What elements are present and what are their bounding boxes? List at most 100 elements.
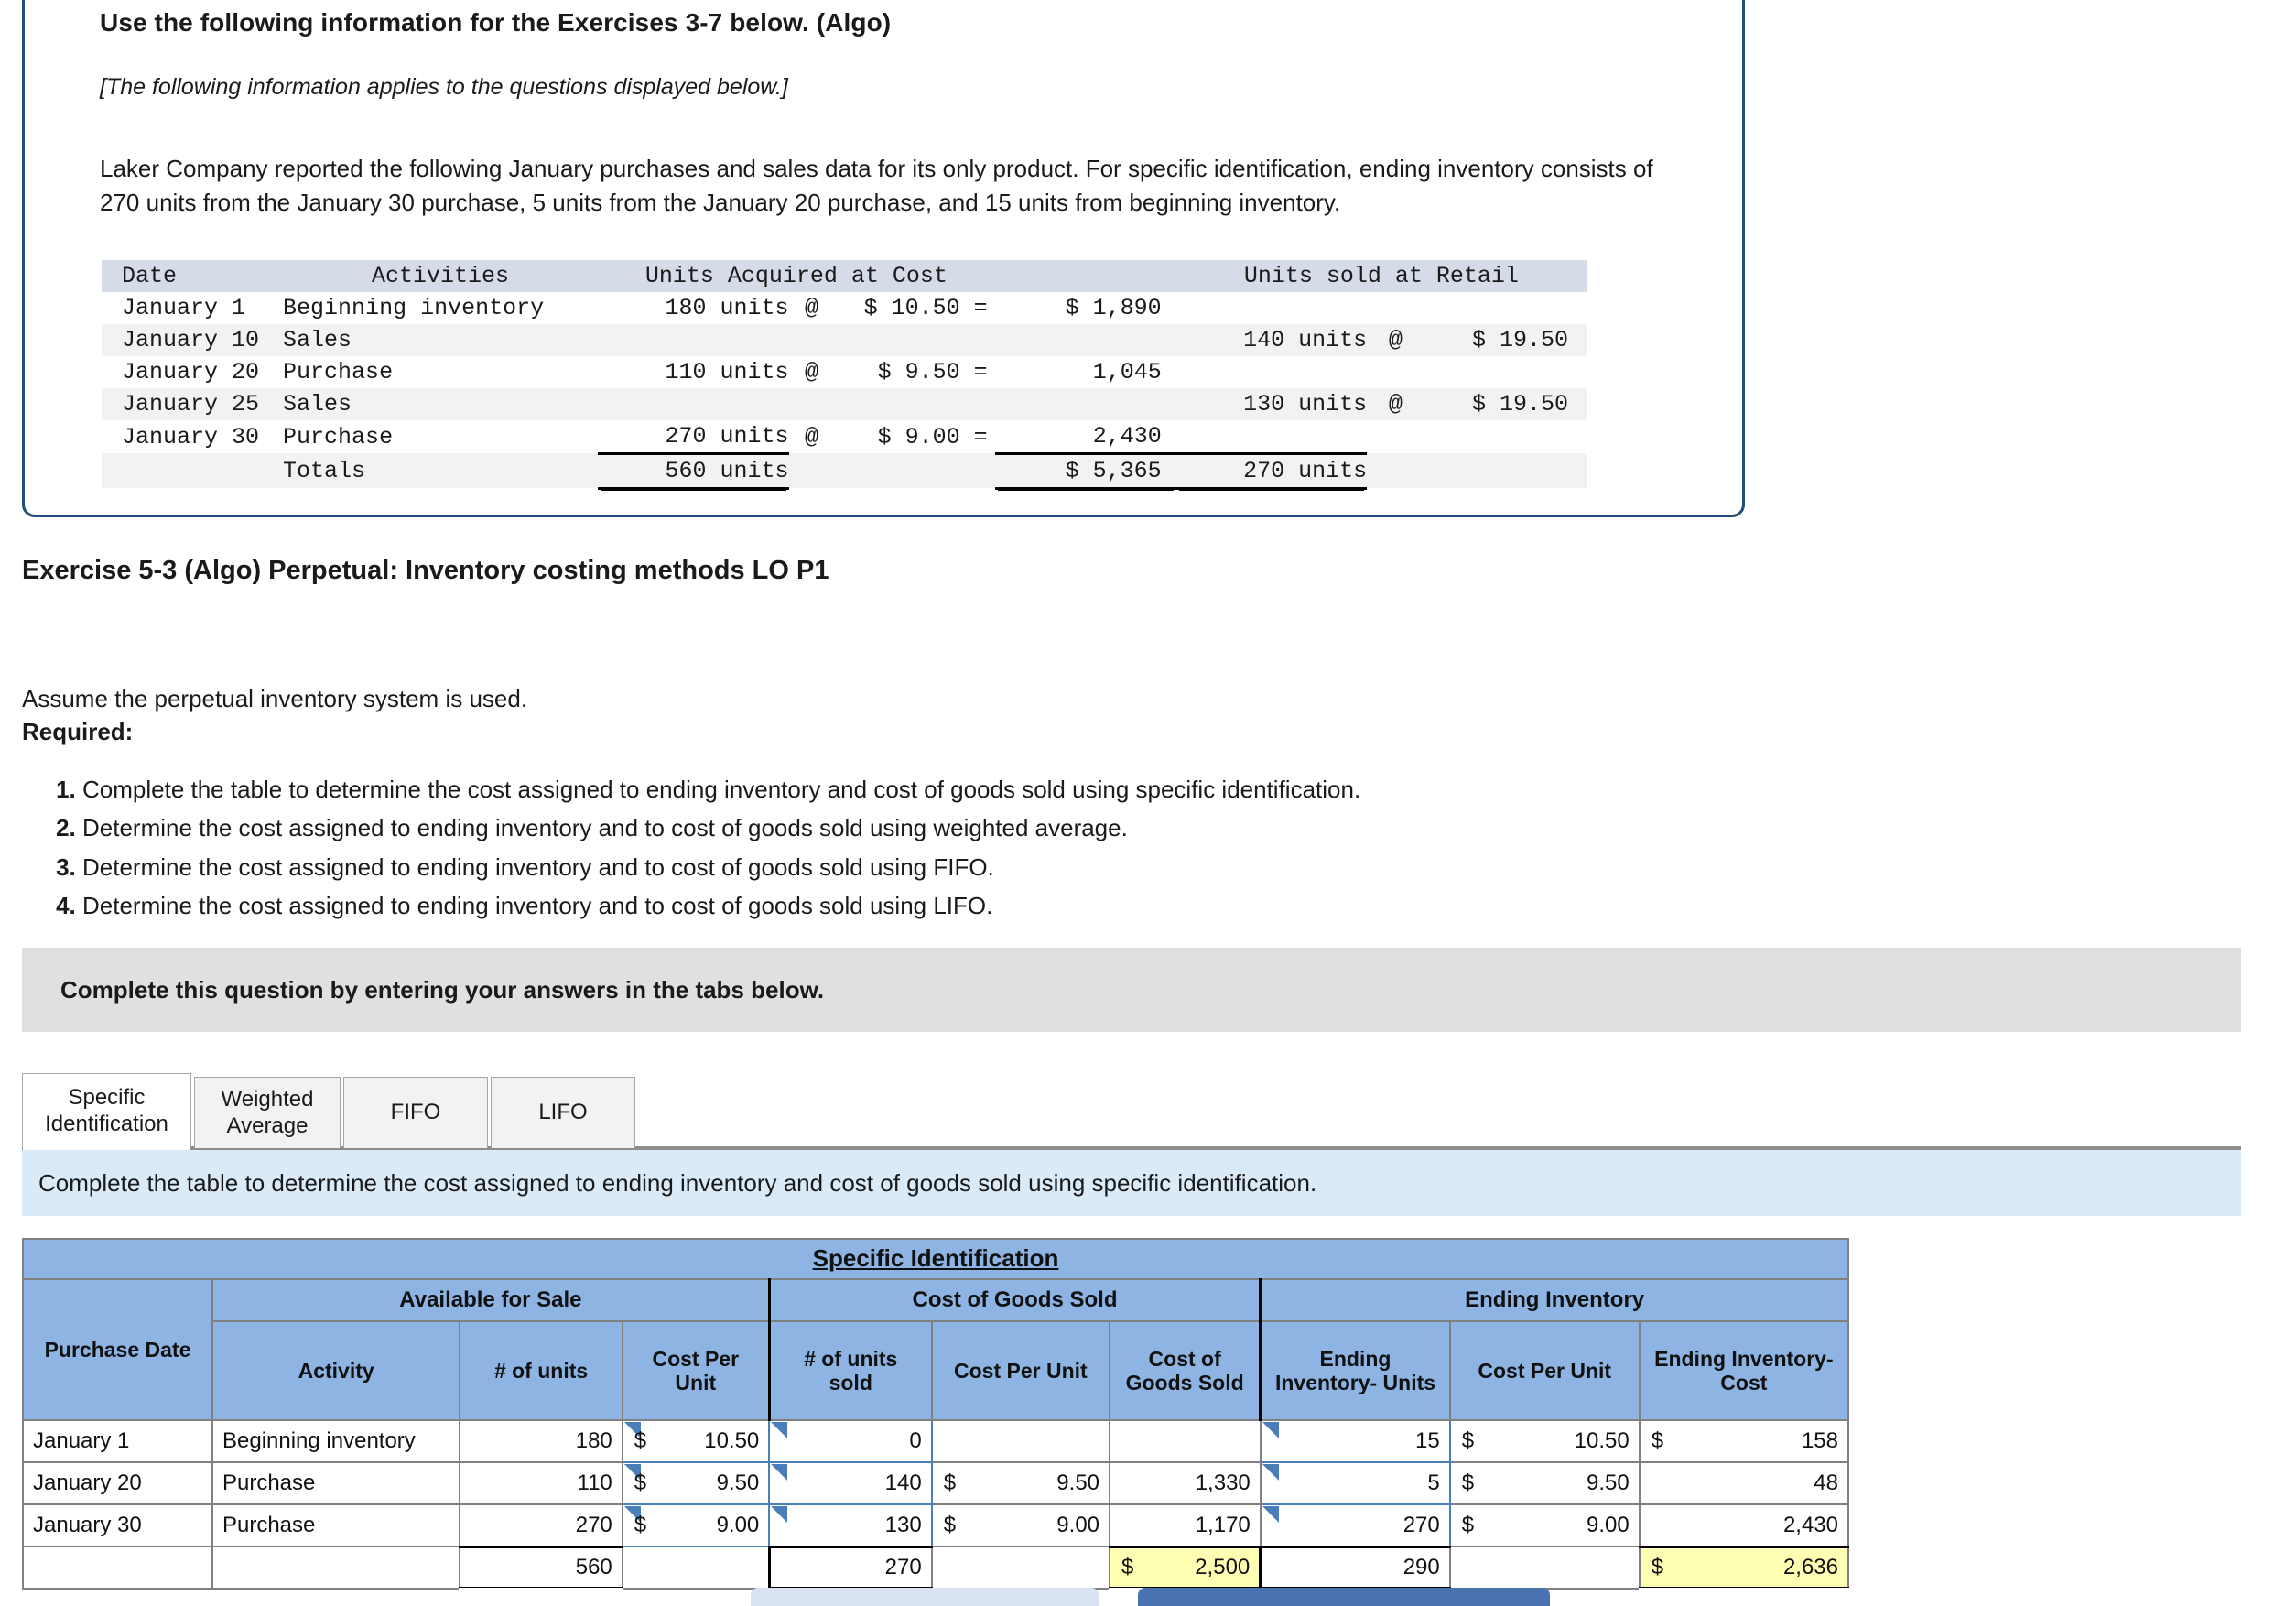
tab-specific-identification[interactable]: Specific Identification — [22, 1073, 191, 1148]
cell-activity: Purchase — [283, 358, 394, 385]
cell-sold-units: 130 units — [1243, 390, 1368, 418]
cell-totals-label: Totals — [283, 457, 366, 484]
cell-activity: Purchase — [211, 1461, 461, 1505]
cell-units: 270 units — [598, 419, 789, 455]
cell-value: 9.50 — [716, 1470, 760, 1495]
cell-empty — [1424, 453, 1587, 488]
cell-sold-price — [1424, 292, 1587, 324]
cell-activity: Beginning inventory — [283, 294, 545, 321]
dollar-sign: $ — [1651, 1554, 1664, 1579]
cell-units: 180 units — [665, 294, 789, 321]
input-ending-inventory-units[interactable]: 5 — [1259, 1461, 1451, 1505]
cell-sold-units: 140 units — [1243, 326, 1368, 353]
column-cost-per-unit-ei: Cost Per Unit — [1448, 1320, 1641, 1421]
cell-empty — [835, 453, 995, 488]
cell-at: @ — [805, 358, 819, 385]
group-available-for-sale: Available for Sale — [211, 1278, 771, 1322]
input-cost-per-unit-afs[interactable]: $ 10.50 — [621, 1419, 771, 1463]
tabs-bottom-rule — [22, 1146, 2241, 1150]
dollar-sign: $ — [634, 1470, 647, 1495]
group-cost-of-goods-sold: Cost of Goods Sold — [767, 1278, 1262, 1322]
cell-extension — [995, 324, 1176, 356]
complete-question-text: Complete this question by entering your … — [60, 975, 825, 1004]
activity-table-header-row: Date Activities Units Acquired at Cost U… — [102, 259, 1587, 292]
previous-button[interactable] — [751, 1588, 1099, 1606]
cell-empty — [1448, 1546, 1641, 1590]
table-row: January 20 Purchase 110 $ 9.50 140 $ 9.5… — [22, 1461, 1850, 1505]
tab-label: FIFO — [390, 1100, 441, 1125]
column-ending-inventory-units: Ending Inventory- Units — [1259, 1320, 1451, 1421]
cell-total-cost-of-goods-sold: $ 2,500 — [1109, 1545, 1262, 1590]
cell-value: 9.50 — [1587, 1470, 1630, 1495]
info-box-note: [The following information applies to th… — [100, 74, 788, 100]
column-cost-per-unit-cogs: Cost Per Unit — [930, 1320, 1111, 1421]
cell-sold-at — [1367, 420, 1424, 454]
tab-lifo[interactable]: LIFO — [491, 1077, 635, 1148]
activity-row: January 10 Sales 140 units @ $ 19.50 — [102, 323, 1587, 356]
assume-text: Assume the perpetual inventory system is… — [22, 685, 528, 712]
tab-fifo[interactable]: FIFO — [343, 1077, 488, 1148]
table-row: January 1 Beginning inventory 180 $ 10.5… — [22, 1419, 1850, 1463]
cell-empty — [22, 1546, 213, 1590]
requirement-item: Determine the cost assigned to ending in… — [82, 890, 1360, 921]
input-cost-per-unit-afs[interactable]: $ 9.00 — [621, 1503, 771, 1547]
cell-value: 9.00 — [716, 1513, 760, 1537]
cell-sold-at: @ — [1388, 390, 1403, 418]
group-ending-inventory: Ending Inventory — [1259, 1278, 1850, 1322]
cell-empty — [1367, 453, 1424, 488]
cell-num-units: 270 — [459, 1503, 623, 1547]
input-num-units-sold[interactable]: 0 — [768, 1419, 933, 1463]
cell-cost-of-goods-sold: 1,330 — [1109, 1461, 1262, 1505]
cell-sold-price — [1424, 356, 1587, 388]
activity-row: January 1 Beginning inventory 180 units … — [102, 292, 1587, 324]
activity-row: January 25 Sales 130 units @ $ 19.50 — [102, 387, 1587, 420]
cell-total-ending-units: 290 — [1259, 1545, 1451, 1590]
cell-sold-at: @ — [1388, 326, 1403, 353]
cell-value: 9.00 — [1587, 1513, 1630, 1537]
next-button[interactable] — [1138, 1588, 1550, 1606]
cell-value: 10.50 — [1574, 1428, 1630, 1453]
info-box-paragraph: Laker Company reported the following Jan… — [100, 155, 1653, 216]
cell-cost-per-unit-ei: $ 10.50 — [1448, 1419, 1641, 1463]
cell-total-extension: $ 5,365 — [994, 453, 1176, 490]
cell-value: 2,430 — [1782, 1512, 1838, 1537]
dollar-sign: $ — [1121, 1554, 1134, 1579]
activity-totals-row: Totals 560 units $ 5,365 270 units — [102, 453, 1587, 490]
cell-sold-at — [1367, 292, 1424, 324]
cell-value: 9.50 — [1056, 1470, 1100, 1495]
cell-extension: 1,045 — [1092, 358, 1162, 385]
input-num-units-sold[interactable]: 140 — [768, 1461, 933, 1505]
column-cost-of-goods-sold: Cost of Goods Sold — [1109, 1320, 1262, 1421]
requirement-item: Complete the table to determine the cost… — [82, 774, 1360, 805]
cell-units — [598, 324, 788, 356]
cell-sold-units — [1176, 292, 1367, 324]
input-cost-per-unit-afs[interactable]: $ 9.50 — [621, 1461, 771, 1505]
background-information-box: Use the following information for the Ex… — [22, 0, 1745, 517]
cell-value: 2,636 — [1782, 1554, 1838, 1579]
cell-cost: $ 9.00 = — [877, 423, 988, 450]
tab-weighted-average[interactable]: Weighted Average — [194, 1077, 341, 1148]
requirement-item: Determine the cost assigned to ending in… — [82, 812, 1360, 843]
info-box-title: Use the following information for the Ex… — [100, 8, 892, 37]
cell-sold-price: $ 19.50 — [1471, 390, 1568, 418]
column-purchase-date: Purchase Date — [22, 1278, 213, 1421]
cell-empty — [789, 453, 835, 488]
cell-value: 9.00 — [1056, 1513, 1100, 1537]
cell-total-num-units: 560 — [459, 1545, 623, 1590]
dollar-sign: $ — [634, 1428, 647, 1453]
cell-cost-per-unit-cogs: $ 9.50 — [930, 1461, 1111, 1505]
requirement-item: Determine the cost assigned to ending in… — [82, 852, 1360, 883]
cell-value: 10.50 — [704, 1428, 760, 1453]
cell-date: January 20 — [122, 358, 260, 385]
cell-value: 2,500 — [1195, 1554, 1251, 1579]
table-title-row: Specific Identification — [22, 1238, 1849, 1280]
input-num-units-sold[interactable]: 130 — [768, 1503, 933, 1547]
input-ending-inventory-units[interactable]: 270 — [1259, 1503, 1451, 1547]
cell-at — [789, 388, 835, 420]
dollar-sign: $ — [1651, 1428, 1664, 1453]
cell-extension: $ 1,890 — [1065, 294, 1162, 321]
input-ending-inventory-units[interactable]: 15 — [1259, 1419, 1451, 1463]
cell-total-ending-cost: $ 2,636 — [1638, 1545, 1850, 1590]
cell-activity: Sales — [283, 326, 352, 353]
cell-purchase-date: January 20 — [22, 1461, 213, 1505]
